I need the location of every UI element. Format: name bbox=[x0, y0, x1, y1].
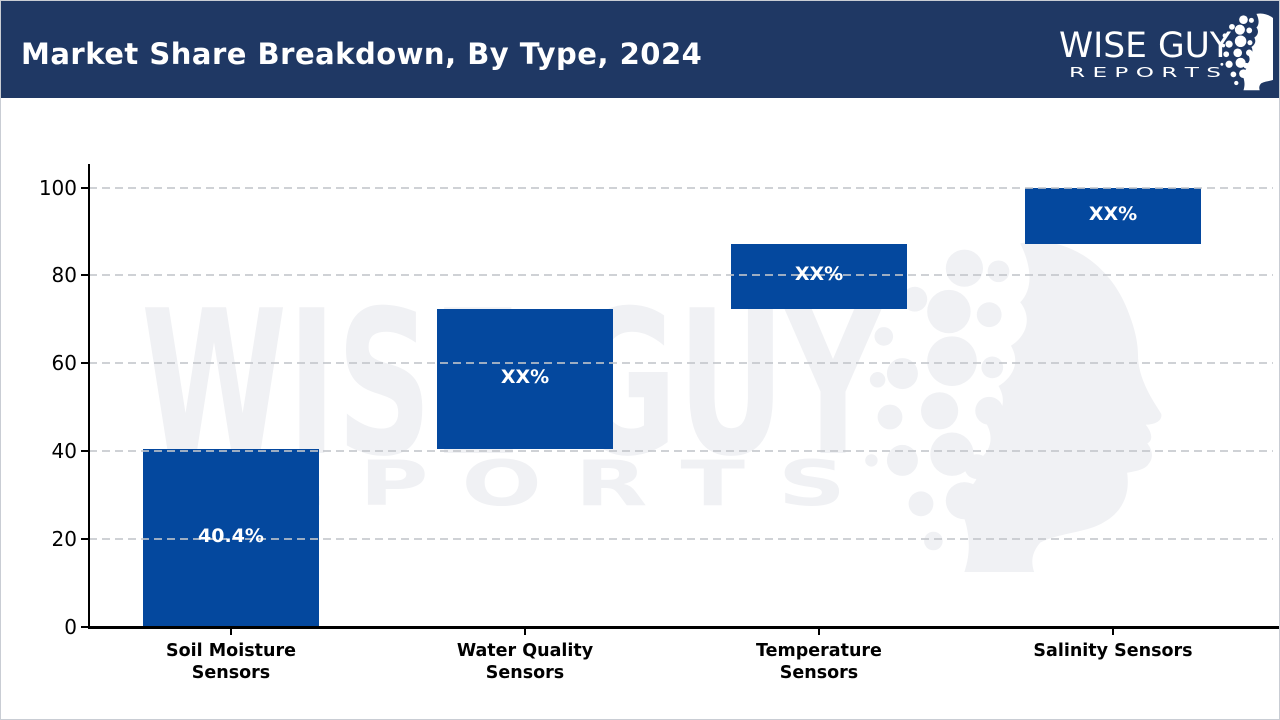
x-category-label: Temperature Sensors bbox=[756, 641, 882, 683]
x-axis-tick bbox=[230, 628, 232, 635]
logo-line1: WISE GUY bbox=[1059, 26, 1232, 66]
y-gridline bbox=[89, 362, 1273, 365]
bar-segment bbox=[437, 308, 613, 450]
y-axis-tick bbox=[81, 538, 89, 541]
x-category-label: Soil Moisture Sensors bbox=[166, 641, 296, 683]
y-axis-tick bbox=[81, 274, 89, 277]
y-axis-tick bbox=[81, 186, 89, 189]
y-axis-tick-label: 40 bbox=[51, 439, 77, 464]
bar-value-label: 40.4% bbox=[198, 525, 264, 548]
header-background bbox=[1, 1, 1279, 98]
y-axis-tick bbox=[81, 450, 89, 453]
y-axis-line bbox=[88, 164, 90, 628]
wiseguy-logo: WISE GUY R E P O R T S bbox=[1059, 13, 1273, 91]
bar-segment bbox=[1025, 187, 1201, 244]
x-axis-tick bbox=[524, 628, 526, 635]
x-category-label: Salinity Sensors bbox=[1033, 641, 1193, 661]
y-axis-tick-label: 0 bbox=[64, 615, 77, 639]
app-header: Market Share Breakdown, By Type, 2024 WI… bbox=[1, 1, 1279, 98]
x-category-label: Water Quality Sensors bbox=[456, 641, 594, 683]
x-axis-line bbox=[88, 626, 1279, 629]
x-axis-tick bbox=[818, 628, 820, 635]
y-axis-tick-label: 100 bbox=[38, 175, 77, 200]
y-axis-tick bbox=[81, 362, 89, 365]
bar-value-label: XX% bbox=[794, 263, 844, 286]
y-axis-tick bbox=[81, 626, 89, 628]
y-axis-tick-label: 80 bbox=[51, 263, 77, 288]
y-gridline bbox=[89, 186, 1273, 189]
x-axis-tick bbox=[1112, 628, 1114, 635]
bar-value-label: XX% bbox=[500, 366, 550, 389]
y-gridline bbox=[89, 450, 1273, 453]
bar-value-label: XX% bbox=[1088, 202, 1138, 225]
watermark-head-icon bbox=[865, 241, 1162, 572]
page-title: Market Share Breakdown, By Type, 2024 bbox=[21, 37, 703, 71]
y-gridline bbox=[89, 538, 1273, 541]
y-gridline bbox=[89, 274, 1273, 277]
y-axis-tick-label: 60 bbox=[51, 351, 77, 376]
logo-line2: R E P O R T S bbox=[1069, 66, 1221, 81]
y-axis-tick-label: 20 bbox=[51, 527, 77, 552]
